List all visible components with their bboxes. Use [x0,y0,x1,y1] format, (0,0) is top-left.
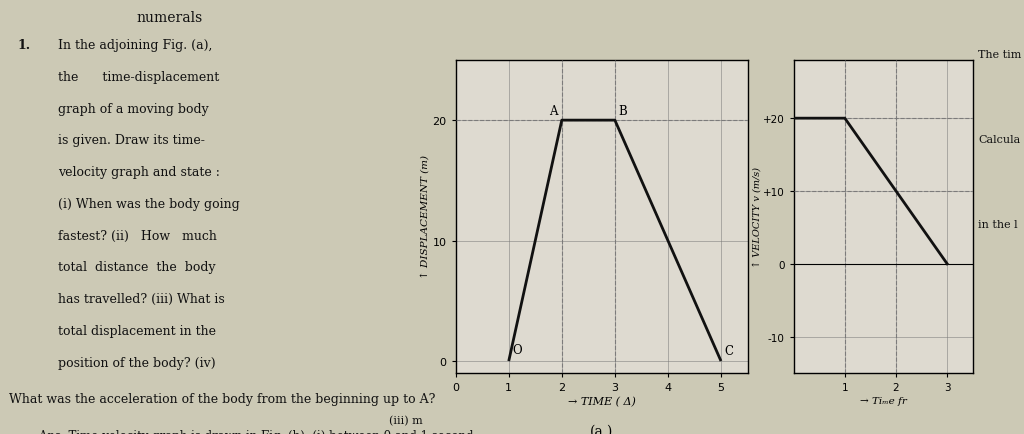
Text: fastest? (ii)   How   much: fastest? (ii) How much [58,229,217,242]
Text: total displacement in the: total displacement in the [58,324,216,337]
Text: 1.: 1. [17,39,31,52]
Text: A: A [549,104,557,117]
Text: velocity graph and state :: velocity graph and state : [58,166,220,179]
Text: Ans. Time-velocity graph is drawn in Fig. (b). (i) between 0 and 1 second.: Ans. Time-velocity graph is drawn in Fig… [9,429,477,434]
Text: O: O [512,343,521,356]
Text: (i) When was the body going: (i) When was the body going [58,197,240,210]
Text: In the adjoining Fig. (a),: In the adjoining Fig. (a), [58,39,212,52]
Text: (iii) m: (iii) m [389,415,423,425]
Text: has travelled? (iii) What is: has travelled? (iii) What is [58,293,224,306]
Text: What was the acceleration of the body from the beginning up to A?: What was the acceleration of the body fr… [9,392,435,405]
Text: (a.): (a.) [590,423,613,434]
Text: C: C [724,345,733,358]
X-axis label: → Tiₘe fr: → Tiₘe fr [860,396,906,405]
Text: Calcula: Calcula [978,135,1020,145]
Y-axis label: ↑ DISPLACEMENT (m): ↑ DISPLACEMENT (m) [421,155,430,279]
Text: The tim: The tim [978,50,1021,60]
Text: is given. Draw its time-: is given. Draw its time- [58,134,205,147]
Text: total  distance  the  body: total distance the body [58,261,215,274]
Text: B: B [618,104,627,117]
Text: the      time-displacement: the time-displacement [58,71,219,84]
X-axis label: → TIME ( Δ): → TIME ( Δ) [567,396,636,407]
Text: position of the body? (iv): position of the body? (iv) [58,356,215,369]
Y-axis label: ↑ VELOCITY v (m/s): ↑ VELOCITY v (m/s) [753,167,762,267]
Text: graph of a moving body: graph of a moving body [58,102,209,115]
Text: in the l: in the l [978,219,1018,229]
Text: numerals: numerals [136,11,203,25]
